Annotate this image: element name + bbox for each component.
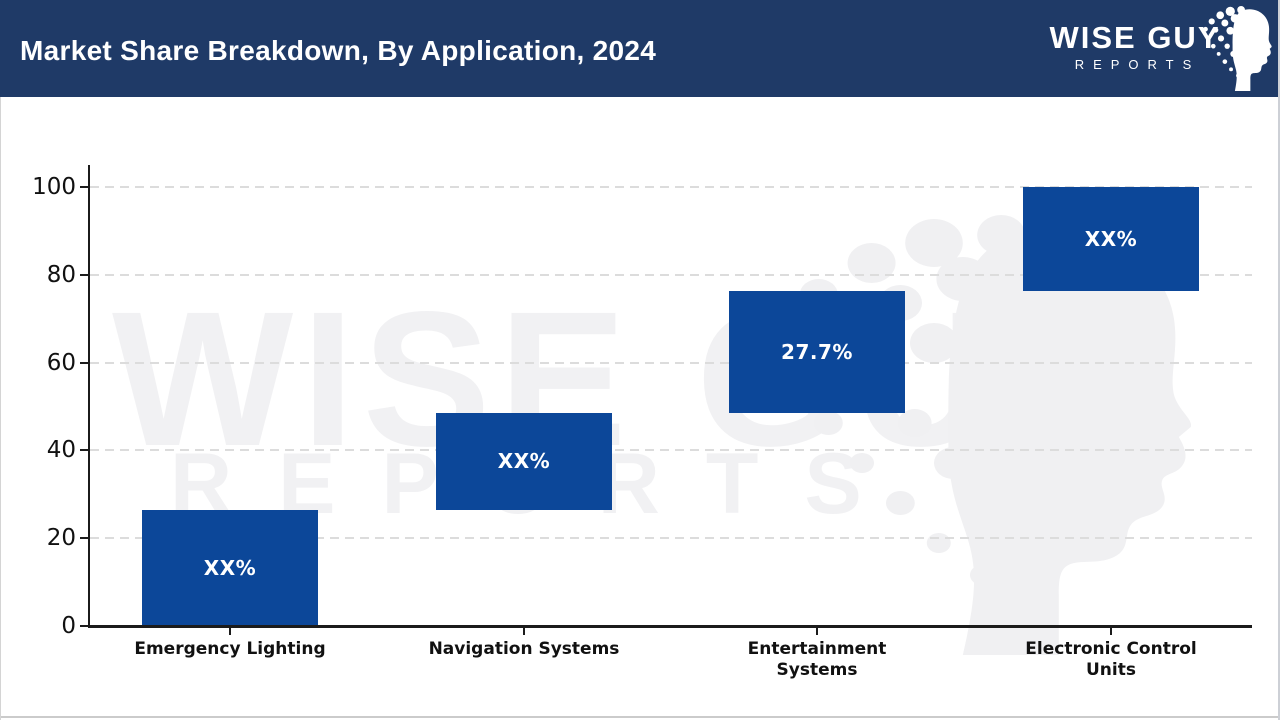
bar-value-label: 27.7%: [781, 339, 853, 364]
bar-value-label: XX%: [1084, 227, 1138, 252]
y-axis-tick-label: 20: [46, 525, 76, 552]
x-axis-tick: [523, 628, 525, 635]
x-axis-tick: [229, 628, 231, 635]
y-axis-tick: [80, 273, 88, 276]
x-axis-tick: [1110, 628, 1112, 635]
x-axis-tick: [816, 628, 818, 635]
y-axis-tick: [80, 625, 88, 627]
y-axis-tick-label: 0: [61, 613, 76, 639]
y-axis-tick-label: 80: [46, 261, 76, 288]
watermark-face-icon: [766, 215, 1192, 655]
x-axis-category-label: Electronic Control Units: [1025, 639, 1197, 680]
chart-bar: 27.7%: [729, 291, 905, 413]
y-gridline: [90, 537, 1252, 540]
y-axis-line: [88, 165, 90, 628]
y-gridline: [90, 449, 1252, 452]
x-axis-category-label: Emergency Lighting: [134, 639, 326, 659]
chart-bar: XX%: [142, 510, 318, 626]
x-axis-category-label: Entertainment Systems: [747, 639, 887, 680]
y-gridline: [90, 361, 1252, 364]
y-gridline: [90, 273, 1252, 276]
bar-value-label: XX%: [497, 449, 551, 474]
y-axis-tick-label: 40: [46, 437, 76, 464]
frame-bottom-edge: [0, 716, 1280, 718]
x-axis-line: [88, 625, 1252, 628]
logo-name: WISE GUY: [1049, 20, 1221, 55]
y-axis-tick-label: 60: [46, 349, 76, 376]
chart-bar: XX%: [436, 412, 612, 511]
y-axis-tick: [80, 449, 88, 452]
y-axis-tick: [80, 537, 88, 540]
logo-wordmark: WISE GUY REPORTS: [1036, 21, 1234, 73]
bar-value-label: XX%: [203, 556, 257, 581]
wiseguy-face-icon: [1203, 6, 1272, 91]
frame-left-edge: [0, 97, 1, 720]
frame-right-edge: [1278, 0, 1280, 720]
logo-subtitle: REPORTS: [1074, 57, 1201, 72]
page-title: Market Share Breakdown, By Application, …: [20, 35, 657, 66]
y-axis-tick: [80, 186, 88, 188]
y-gridline: [90, 186, 1252, 188]
y-axis-tick: [80, 361, 88, 364]
x-axis-category-label: Navigation Systems: [428, 639, 620, 659]
header-bar: Market Share Breakdown, By Application, …: [0, 0, 1280, 97]
chart-bar: XX%: [1023, 187, 1199, 292]
y-axis-tick-label: 100: [32, 174, 76, 200]
